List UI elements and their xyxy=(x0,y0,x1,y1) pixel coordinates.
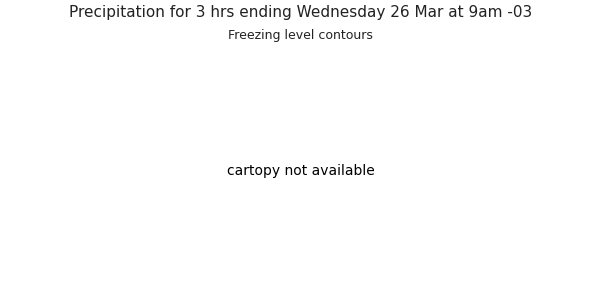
Text: cartopy not available: cartopy not available xyxy=(227,164,374,178)
Text: Precipitation for 3 hrs ending Wednesday 26 Mar at 9am -03: Precipitation for 3 hrs ending Wednesday… xyxy=(69,5,532,20)
Text: Freezing level contours: Freezing level contours xyxy=(228,29,373,42)
